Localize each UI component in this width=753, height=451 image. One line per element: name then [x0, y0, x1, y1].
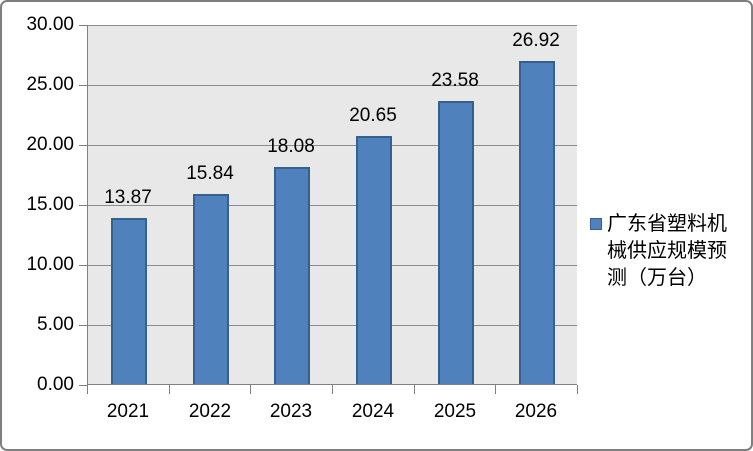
bar — [519, 61, 555, 384]
y-axis-tick — [79, 325, 88, 326]
bar-data-label: 15.84 — [186, 163, 234, 184]
y-gridline — [88, 325, 577, 326]
legend: 广东省塑料机械供应规模预测（万台） — [590, 211, 741, 292]
bar — [356, 136, 392, 384]
bar — [274, 167, 310, 384]
bar-data-label: 20.65 — [349, 105, 397, 126]
bar-data-label: 26.92 — [512, 30, 560, 51]
bar — [193, 194, 229, 384]
x-axis-tick — [414, 385, 415, 394]
y-axis-label: 10.00 — [26, 254, 74, 275]
plot-area — [87, 25, 577, 385]
x-axis-tick — [169, 385, 170, 394]
x-axis-label: 2022 — [188, 401, 232, 422]
x-axis-label: 2024 — [351, 401, 395, 422]
bar-data-label: 18.08 — [267, 136, 315, 157]
x-axis-label: 2023 — [269, 401, 313, 422]
bar-data-label: 23.58 — [431, 70, 479, 91]
x-axis-tick — [87, 385, 88, 394]
y-axis-tick — [79, 385, 88, 386]
y-gridline — [88, 265, 577, 266]
y-axis-tick — [79, 25, 88, 26]
y-axis-label: 0.00 — [37, 374, 74, 395]
x-axis-tick — [577, 385, 578, 394]
y-axis-tick — [79, 265, 88, 266]
y-axis-tick — [79, 205, 88, 206]
x-axis-tick — [250, 385, 251, 394]
y-axis-label: 25.00 — [26, 74, 74, 95]
bar — [111, 218, 147, 384]
legend-swatch — [590, 218, 602, 230]
x-axis-label: 2026 — [514, 401, 558, 422]
x-axis-label: 2025 — [433, 401, 477, 422]
x-axis-label: 2021 — [106, 401, 150, 422]
y-gridline — [88, 205, 577, 206]
y-gridline — [88, 145, 577, 146]
y-axis-label: 30.00 — [26, 14, 74, 35]
y-gridline — [88, 25, 577, 26]
y-axis-label: 20.00 — [26, 134, 74, 155]
x-axis-tick — [495, 385, 496, 394]
y-axis-label: 5.00 — [37, 314, 74, 335]
x-axis-tick — [332, 385, 333, 394]
legend-label: 广东省塑料机械供应规模预测（万台） — [607, 213, 727, 289]
bar-data-label: 13.87 — [104, 187, 152, 208]
y-gridline — [88, 85, 577, 86]
y-axis-label: 15.00 — [26, 194, 74, 215]
y-axis-tick — [79, 145, 88, 146]
bar — [438, 101, 474, 384]
y-axis-tick — [79, 85, 88, 86]
